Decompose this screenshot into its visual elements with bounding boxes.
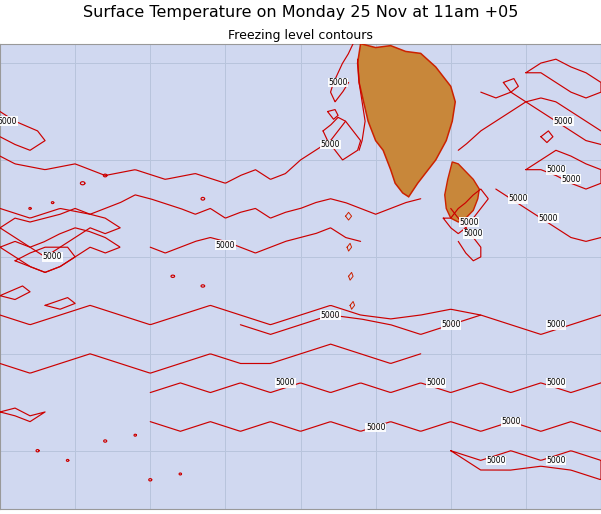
Text: 5000: 5000 [554, 117, 573, 126]
Text: 5000: 5000 [486, 456, 505, 465]
Polygon shape [445, 162, 480, 222]
Text: 5000: 5000 [538, 214, 558, 223]
Text: 5000: 5000 [463, 229, 483, 238]
Text: 5000: 5000 [546, 378, 566, 388]
Text: 5000: 5000 [546, 165, 566, 174]
Text: 5000: 5000 [546, 456, 566, 465]
Text: 5000: 5000 [366, 423, 385, 432]
Text: 5000: 5000 [426, 378, 445, 388]
Text: Surface Temperature on Monday 25 Nov at 11am +05: Surface Temperature on Monday 25 Nov at … [83, 5, 518, 20]
Text: 5000: 5000 [276, 378, 295, 388]
Text: 5000: 5000 [441, 320, 460, 329]
Text: Freezing level contours: Freezing level contours [228, 29, 373, 42]
Text: 5000: 5000 [459, 217, 478, 227]
Text: 5000: 5000 [0, 117, 17, 126]
Text: 5000: 5000 [501, 417, 520, 426]
Polygon shape [358, 44, 456, 197]
Text: 5000: 5000 [561, 175, 581, 184]
Text: 5000: 5000 [328, 78, 348, 87]
Text: 5000: 5000 [43, 252, 63, 262]
Text: 5000: 5000 [546, 320, 566, 329]
Text: 5000: 5000 [508, 194, 528, 203]
Text: 5000: 5000 [321, 140, 340, 149]
Text: 5000: 5000 [321, 310, 340, 320]
Text: 5000: 5000 [216, 241, 235, 250]
